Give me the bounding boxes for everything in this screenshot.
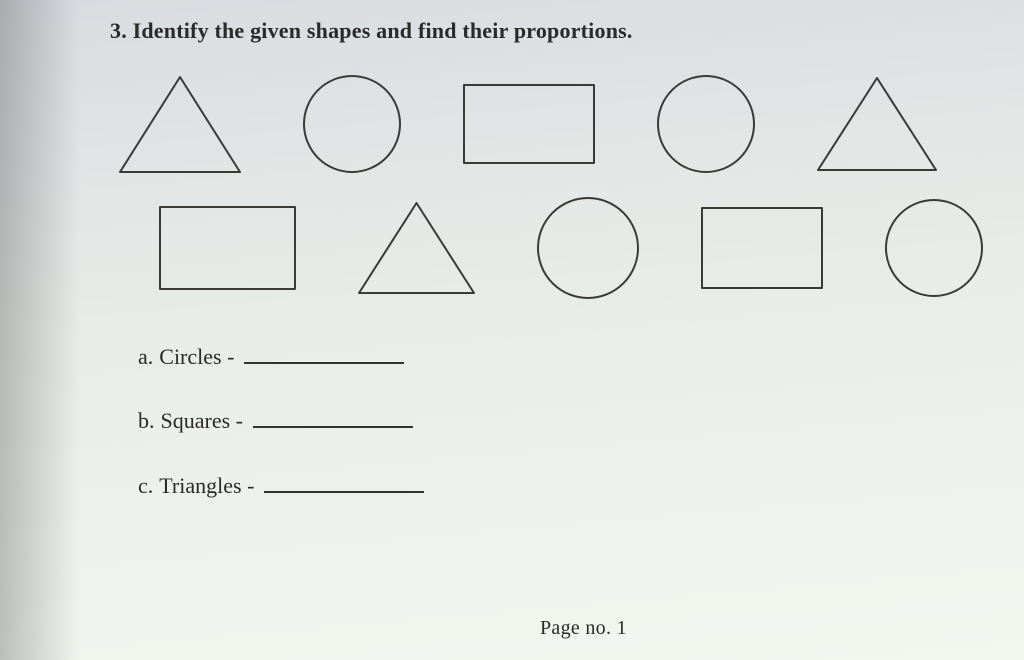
shape-row-1 — [118, 74, 964, 174]
question-line: 3. Identify the given shapes and find th… — [110, 18, 964, 44]
triangle-shape — [118, 75, 242, 174]
answer-line-triangles: c. Triangles - — [138, 468, 964, 498]
circle-shape — [302, 74, 402, 174]
worksheet-sheet: 3. Identify the given shapes and find th… — [0, 0, 1024, 660]
page-number: Page no. 1 — [540, 617, 627, 640]
triangle-shape — [816, 76, 938, 172]
question-text: Identify the given shapes and find their… — [133, 18, 633, 43]
rectangle-shape — [700, 206, 824, 290]
shape-row-2 — [158, 196, 964, 300]
answer-blank-circles[interactable] — [244, 340, 404, 364]
question-number: 3. — [110, 18, 127, 43]
answer-label: Squares - — [161, 408, 243, 434]
answer-letter: b. — [138, 408, 155, 434]
answer-letter: a. — [138, 344, 153, 370]
circle-shape — [536, 196, 640, 300]
answer-blank-squares[interactable] — [253, 404, 413, 428]
triangle-shape — [357, 201, 476, 295]
answers-block: a. Circles - b. Squares - c. Triangles - — [138, 340, 964, 499]
answer-label: Triangles - — [159, 473, 254, 499]
rectangle-shape — [158, 205, 297, 291]
shapes-area — [118, 74, 964, 300]
answer-blank-triangles[interactable] — [264, 468, 424, 492]
answer-letter: c. — [138, 473, 153, 499]
answer-line-circles: a. Circles - — [138, 340, 964, 370]
circle-shape — [884, 198, 984, 298]
circle-shape — [656, 74, 756, 174]
rectangle-shape — [462, 83, 596, 165]
answer-line-squares: b. Squares - — [138, 404, 964, 434]
answer-label: Circles - — [159, 344, 234, 370]
